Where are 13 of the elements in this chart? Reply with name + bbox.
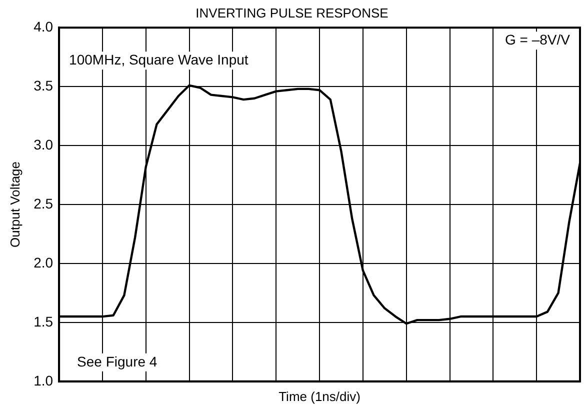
y-tick-label: 3.0 xyxy=(34,136,54,152)
y-tick-label: 1.5 xyxy=(34,313,54,330)
y-axis-title: Output Voltage xyxy=(7,161,22,248)
annotation: See Figure 4 xyxy=(77,353,158,370)
annotation: G = –8V/V xyxy=(505,31,571,48)
y-tick-label: 2.0 xyxy=(34,254,54,270)
x-axis-title: Time (1ns/div) xyxy=(278,388,360,404)
annotation: 100MHz, Square Wave Input xyxy=(69,51,248,68)
y-tick-label: 3.5 xyxy=(34,77,54,94)
chart-title: INVERTING PULSE RESPONSE xyxy=(196,5,389,20)
y-tick-label: 1.0 xyxy=(34,372,54,388)
y-tick-label: 2.5 xyxy=(34,195,54,212)
y-tick-label: 4.0 xyxy=(34,18,54,34)
